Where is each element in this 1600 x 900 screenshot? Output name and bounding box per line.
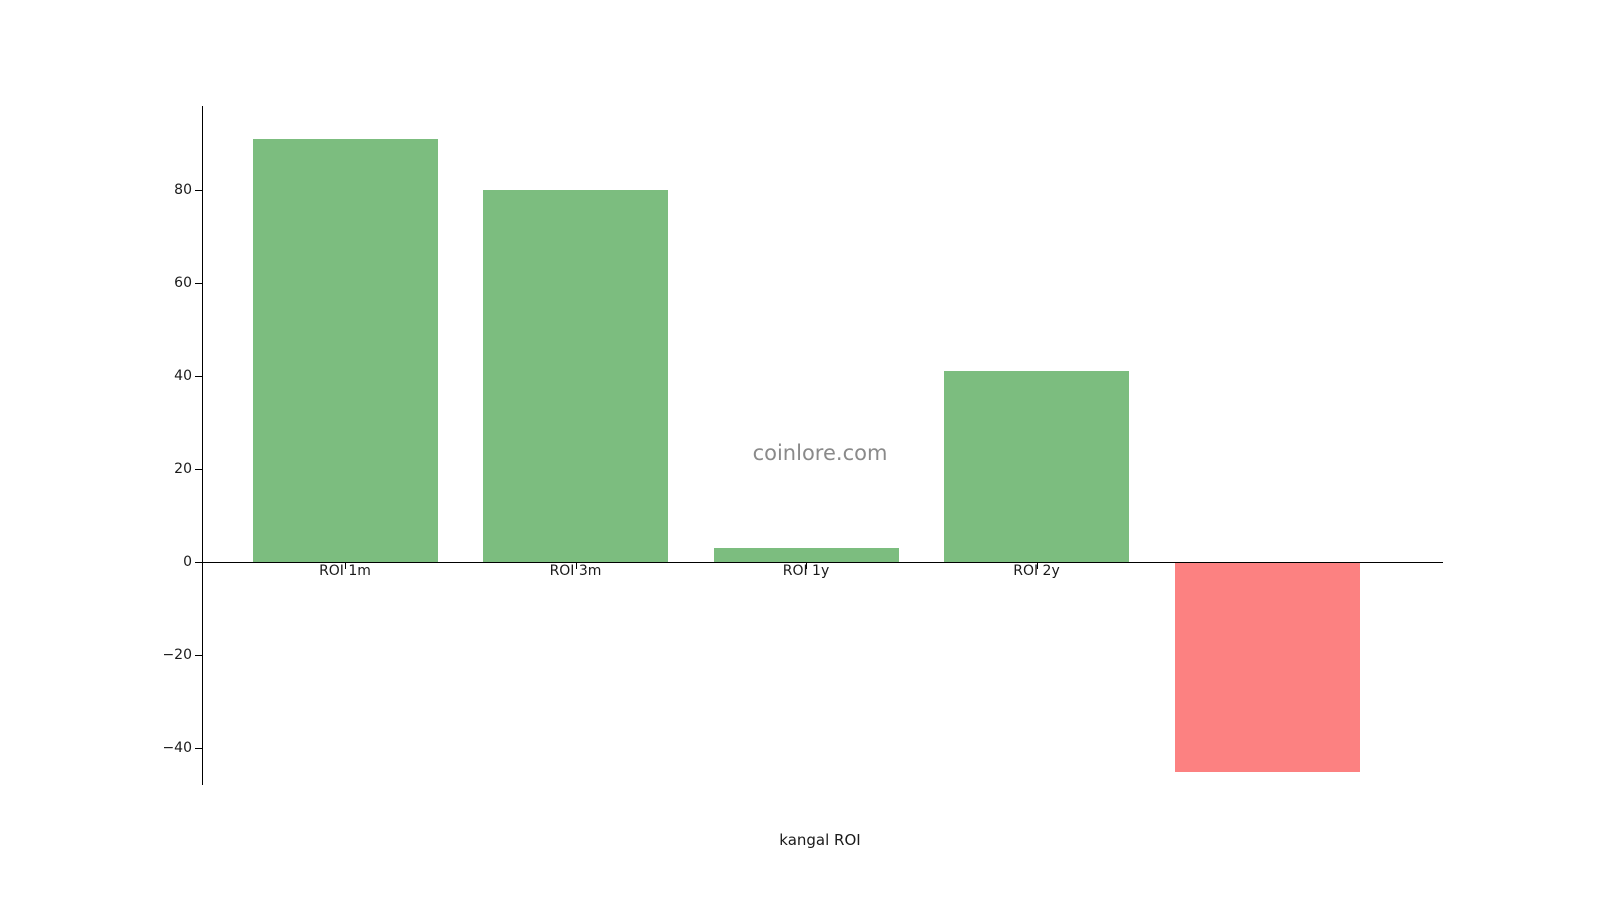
y-tick-mark: [195, 469, 202, 470]
y-tick-label: −20: [162, 647, 192, 663]
y-tick-mark: [195, 190, 202, 191]
y-tick-label: 0: [183, 554, 192, 570]
y-axis-spine: [202, 106, 203, 786]
x-tick-mark: [345, 563, 346, 569]
y-tick-mark: [195, 283, 202, 284]
y-tick-label: 40: [174, 368, 192, 384]
x-axis-line: [202, 562, 1443, 563]
bar-roi-1m: [252, 138, 438, 562]
y-tick-mark: [195, 748, 202, 749]
bar-roi-3m: [483, 190, 668, 562]
x-tick-mark: [575, 563, 577, 569]
bar-bar-5: [1174, 563, 1360, 773]
bar-roi-2y: [944, 371, 1129, 562]
y-tick-label: 20: [174, 461, 192, 477]
x-tick-mark: [806, 563, 807, 569]
x-tick-label: ROI 3m: [549, 563, 602, 579]
coinlore-watermark: coinlore.com: [752, 441, 888, 465]
bar-roi-1y: [713, 548, 899, 562]
x-tick-label: ROI 1y: [782, 563, 830, 579]
y-tick-mark: [195, 655, 202, 656]
x-tick-mark: [1036, 563, 1038, 569]
y-tick-label: −40: [162, 740, 192, 756]
x-tick-label: ROI 2y: [1013, 563, 1060, 579]
y-tick-label: 60: [174, 275, 192, 291]
y-tick-label: 80: [174, 182, 192, 198]
x-tick-label: ROI 1m: [319, 563, 371, 579]
y-tick-mark: [195, 562, 202, 563]
x-axis-title: kangal ROI: [779, 831, 861, 849]
y-tick-mark: [195, 376, 202, 377]
